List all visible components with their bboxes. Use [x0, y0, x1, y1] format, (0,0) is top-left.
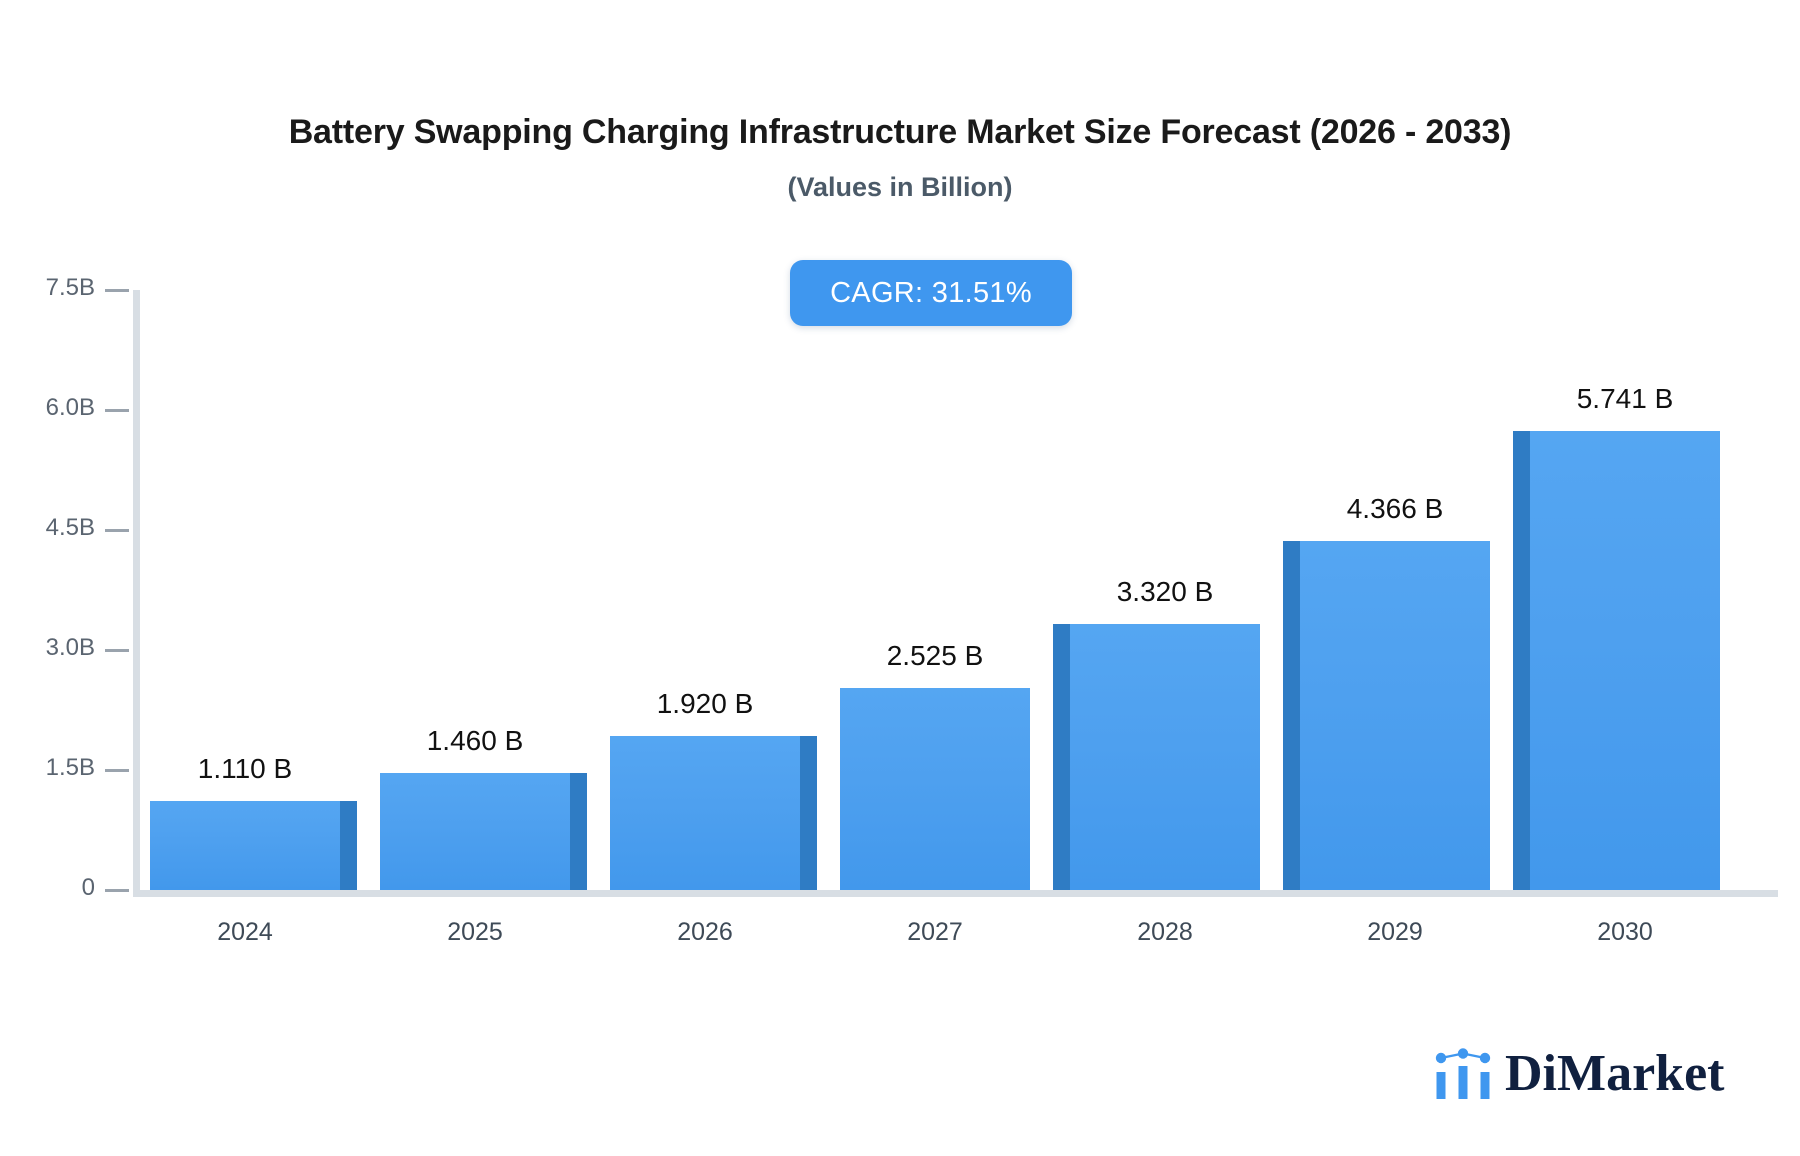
chart-subtitle: (Values in Billion)	[787, 172, 1013, 202]
y-axis-tick-label: 4.5B	[45, 514, 95, 541]
x-axis-tick-label: 2026	[677, 918, 733, 946]
y-axis-tick-label: 1.5B	[45, 754, 95, 781]
x-axis-tick-label: 2027	[907, 918, 963, 946]
y-axis-tick	[105, 409, 129, 412]
bar-side-face-left	[1053, 624, 1070, 890]
x-axis-tick-label: 2025	[447, 918, 503, 946]
y-axis-tick-label: 0	[81, 874, 95, 901]
x-axis-tick-label: 2024	[217, 918, 273, 946]
bar-value-label: 1.460 B	[426, 725, 524, 757]
bar-front-face	[380, 773, 570, 890]
cagr-badge: CAGR: 31.51%	[790, 260, 1072, 326]
bar	[1513, 430, 1720, 890]
y-axis-tick	[105, 649, 129, 652]
bar	[380, 773, 587, 890]
x-axis-tick-label: 2028	[1137, 918, 1193, 946]
page-title: Battery Swapping Charging Infrastructure…	[288, 113, 1512, 151]
y-axis-tick	[105, 289, 129, 292]
bar-value-label: 4.366 B	[1346, 492, 1444, 524]
x-axis-tick-label: 2030	[1597, 918, 1653, 946]
bar-front-face	[1530, 430, 1720, 890]
bar-front-face	[840, 688, 1030, 890]
bar	[1283, 540, 1490, 890]
bar-value-label: 3.320 B	[1116, 576, 1214, 608]
y-axis-tick-label: 3.0B	[45, 634, 95, 661]
bar	[840, 688, 1030, 890]
y-axis-tick	[105, 889, 129, 892]
bar-side-face-right	[570, 773, 587, 890]
y-axis-tick	[105, 529, 129, 532]
x-axis-tick-label: 2029	[1367, 918, 1423, 946]
bar	[1053, 624, 1260, 890]
bar-side-face-right	[800, 736, 817, 890]
y-axis-tick-label: 6.0B	[45, 394, 95, 421]
bar-value-label: 1.110 B	[197, 753, 293, 785]
bar-front-face	[1300, 540, 1490, 890]
y-axis-tick-label: 7.5B	[45, 274, 95, 301]
bar-front-face	[150, 801, 340, 890]
bar-side-face-left	[1283, 540, 1300, 890]
cagr-badge-label: CAGR: 31.51%	[830, 276, 1032, 309]
bar-front-face	[1070, 624, 1260, 890]
y-axis-tick	[105, 769, 129, 772]
bar	[610, 736, 817, 890]
brand-logo: DiMarket	[1434, 1048, 1724, 1100]
bar-value-label: 2.525 B	[886, 640, 984, 671]
bar-value-label: 5.741 B	[1576, 382, 1674, 414]
bar	[150, 801, 357, 890]
brand-logo-text: DiMarket	[1505, 1045, 1725, 1102]
bar-side-face-left	[1513, 430, 1530, 890]
bar-front-face	[610, 736, 800, 890]
x-axis-line	[133, 890, 1778, 897]
bar-chart-icon	[1435, 1048, 1491, 1099]
bar-value-label: 1.920 B	[656, 688, 754, 720]
bar-side-face-right	[340, 801, 357, 890]
y-axis-line	[133, 290, 140, 897]
